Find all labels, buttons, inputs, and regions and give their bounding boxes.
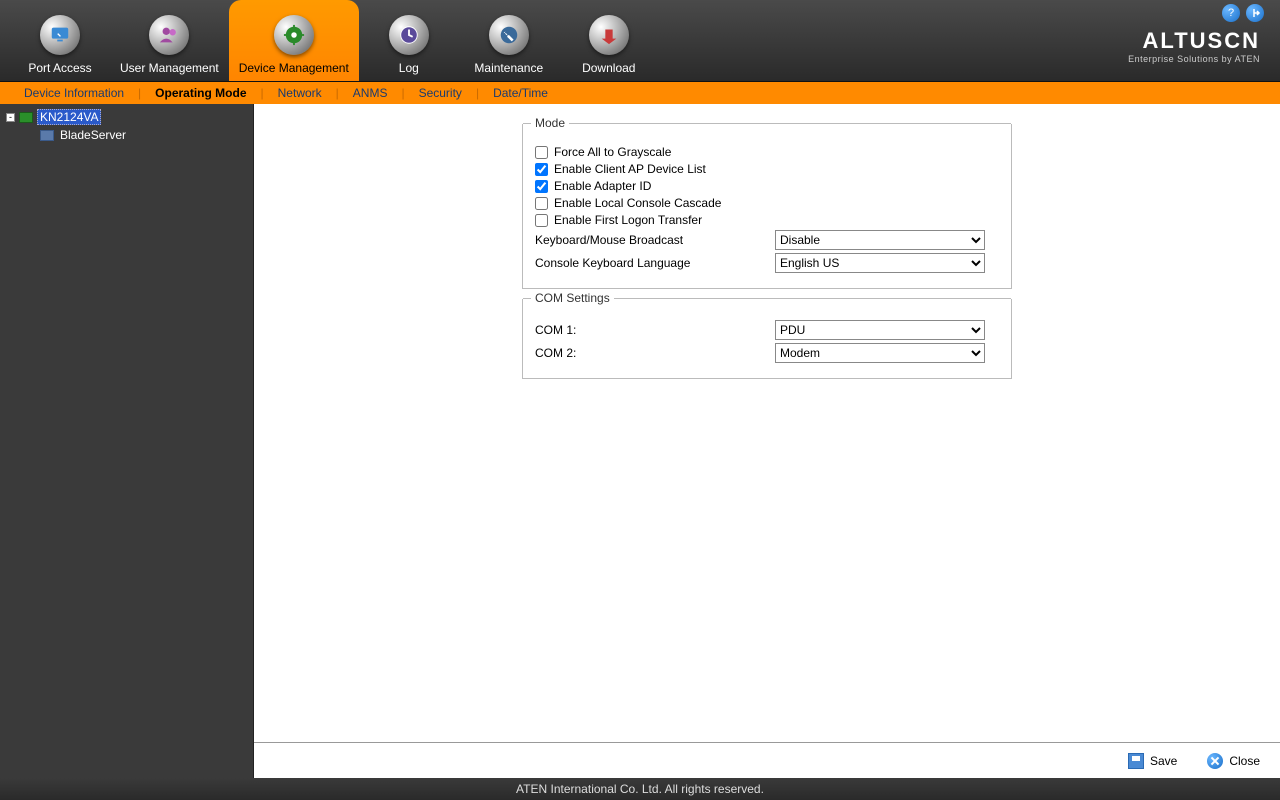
gear-icon (274, 15, 314, 55)
nav-user-management[interactable]: User Management (110, 0, 229, 81)
select-keyboard-language[interactable]: English US (775, 253, 985, 273)
separator: | (476, 86, 479, 100)
tree-child-label[interactable]: BladeServer (58, 128, 128, 142)
nav-label: User Management (120, 61, 219, 75)
tree-root-label[interactable]: KN2124VA (37, 109, 101, 125)
checkbox-label: Enable Adapter ID (554, 179, 651, 193)
nav-label: Maintenance (474, 61, 543, 75)
checkbox-label: Force All to Grayscale (554, 145, 671, 159)
close-label: Close (1229, 754, 1260, 768)
help-icon[interactable]: ? (1222, 4, 1240, 22)
row-km-broadcast: Keyboard/Mouse Broadcast Disable (535, 230, 999, 250)
content-panel: Mode Force All to Grayscale Enable Clien… (254, 104, 1280, 778)
blade-icon (40, 130, 54, 141)
com-legend: COM Settings (531, 291, 614, 305)
check-console-cascade: Enable Local Console Cascade (535, 196, 999, 210)
checkbox-console-cascade[interactable] (535, 197, 548, 210)
separator: | (138, 86, 141, 100)
label-km-broadcast: Keyboard/Mouse Broadcast (535, 233, 775, 247)
row-com2: COM 2: Modem (535, 343, 999, 363)
sub-nav: Device Information | Operating Mode | Ne… (0, 82, 1280, 104)
monitor-icon (40, 15, 80, 55)
nav-label: Port Access (28, 61, 91, 75)
tree-collapse-icon[interactable]: - (6, 113, 15, 122)
nav-port-access[interactable]: Port Access (10, 0, 110, 81)
subnav-anms[interactable]: ANMS (349, 86, 392, 100)
brand-name: ALTUSCN (1128, 28, 1260, 54)
wrench-icon (489, 15, 529, 55)
select-km-broadcast[interactable]: Disable (775, 230, 985, 250)
nav-label: Log (399, 61, 419, 75)
brand-logo: ALTUSCN Enterprise Solutions by ATEN (1128, 28, 1260, 64)
com-fieldset: COM Settings COM 1: PDU COM 2: Modem (522, 299, 1012, 379)
main-nav: Port Access User Management Device Manag… (0, 0, 659, 81)
check-ap-device-list: Enable Client AP Device List (535, 162, 999, 176)
nav-label: Device Management (239, 61, 349, 75)
download-icon (589, 15, 629, 55)
clock-icon (389, 15, 429, 55)
row-keyboard-language: Console Keyboard Language English US (535, 253, 999, 273)
device-tree-sidebar: - KN2124VA BladeServer (0, 104, 254, 778)
check-adapter-id: Enable Adapter ID (535, 179, 999, 193)
users-icon (149, 15, 189, 55)
checkbox-label: Enable First Logon Transfer (554, 213, 702, 227)
save-icon (1128, 753, 1144, 769)
action-bar: Save Close (254, 742, 1280, 778)
checkbox-first-logon[interactable] (535, 214, 548, 227)
close-button[interactable]: Close (1207, 753, 1260, 769)
separator: | (336, 86, 339, 100)
mode-fieldset: Mode Force All to Grayscale Enable Clien… (522, 124, 1012, 289)
device-icon (19, 112, 33, 123)
footer: ATEN International Co. Ltd. All rights r… (0, 778, 1280, 800)
footer-text: ATEN International Co. Ltd. All rights r… (516, 782, 764, 796)
select-com2[interactable]: Modem (775, 343, 985, 363)
row-com1: COM 1: PDU (535, 320, 999, 340)
label-com1: COM 1: (535, 323, 775, 337)
checkbox-grayscale[interactable] (535, 146, 548, 159)
separator: | (261, 86, 264, 100)
subnav-date-time[interactable]: Date/Time (489, 86, 552, 100)
subnav-operating-mode[interactable]: Operating Mode (151, 86, 250, 100)
select-com1[interactable]: PDU (775, 320, 985, 340)
checkbox-label: Enable Local Console Cascade (554, 196, 721, 210)
separator: | (401, 86, 404, 100)
checkbox-label: Enable Client AP Device List (554, 162, 706, 176)
nav-download[interactable]: Download (559, 0, 659, 81)
tree-root-row[interactable]: - KN2124VA (4, 108, 249, 126)
nav-log[interactable]: Log (359, 0, 459, 81)
nav-device-management[interactable]: Device Management (229, 0, 359, 81)
save-label: Save (1150, 754, 1177, 768)
top-right-icons: ? (1222, 4, 1264, 22)
subnav-security[interactable]: Security (415, 86, 466, 100)
checkbox-adapter-id[interactable] (535, 180, 548, 193)
save-button[interactable]: Save (1128, 753, 1177, 769)
close-icon (1207, 753, 1223, 769)
check-first-logon: Enable First Logon Transfer (535, 213, 999, 227)
checkbox-ap-device-list[interactable] (535, 163, 548, 176)
nav-label: Download (582, 61, 635, 75)
subnav-network[interactable]: Network (274, 86, 326, 100)
subnav-device-information[interactable]: Device Information (20, 86, 128, 100)
label-keyboard-language: Console Keyboard Language (535, 256, 775, 270)
brand-tagline: Enterprise Solutions by ATEN (1128, 54, 1260, 64)
mode-legend: Mode (531, 116, 569, 130)
check-grayscale: Force All to Grayscale (535, 145, 999, 159)
top-bar: Port Access User Management Device Manag… (0, 0, 1280, 82)
main-area: - KN2124VA BladeServer Mode Force All to… (0, 104, 1280, 778)
label-com2: COM 2: (535, 346, 775, 360)
logout-icon[interactable] (1246, 4, 1264, 22)
nav-maintenance[interactable]: Maintenance (459, 0, 559, 81)
tree-child-row[interactable]: BladeServer (4, 126, 249, 144)
